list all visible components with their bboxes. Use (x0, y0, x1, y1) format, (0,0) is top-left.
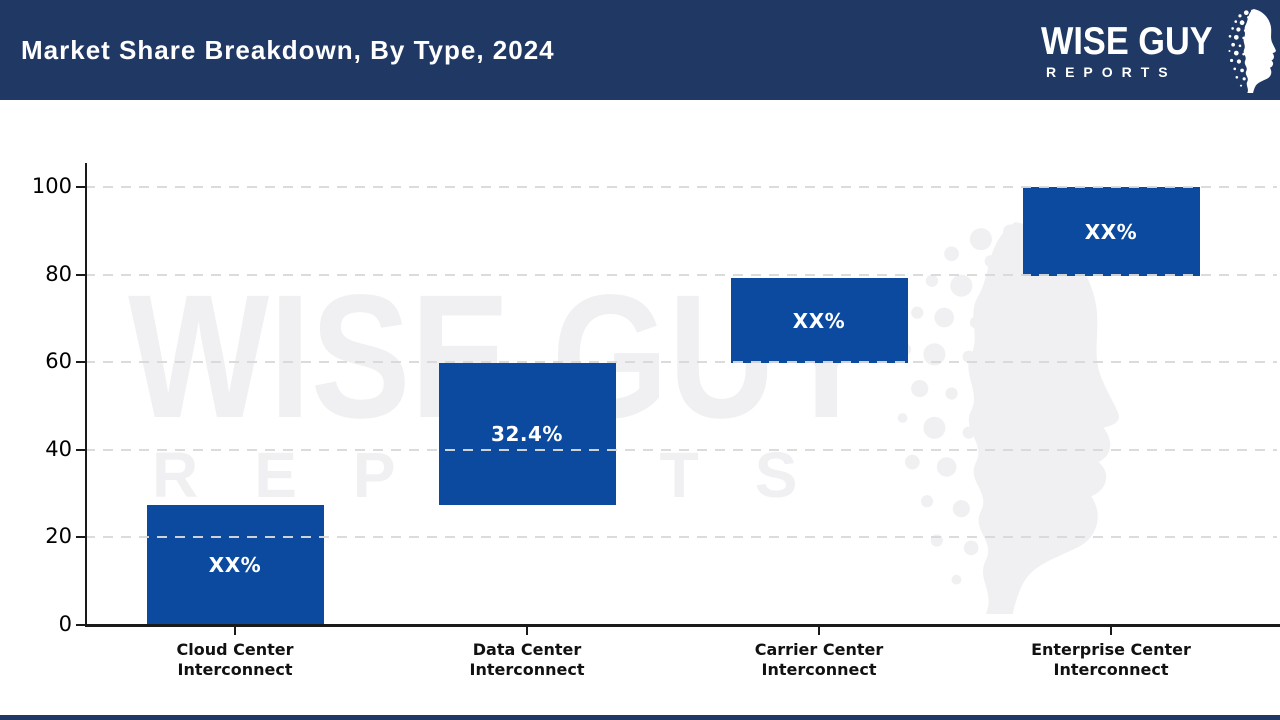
gridline (85, 448, 1277, 451)
bar-value-label: 32.4% (491, 422, 563, 447)
bar-segment: XX% (730, 278, 908, 364)
x-category-label-line: Carrier Center (754, 640, 884, 659)
bar-value-label: XX% (1084, 219, 1138, 244)
gridline (85, 536, 1277, 539)
y-axis-line (85, 163, 87, 625)
y-tick-label: 80 (45, 261, 72, 286)
y-tick-mark (76, 624, 85, 626)
y-tick-mark (76, 536, 85, 539)
x-category-label-line: Interconnect (761, 660, 877, 679)
gridline (85, 361, 1277, 364)
x-tick-mark (818, 627, 820, 635)
watermark-face-icon (897, 222, 1120, 614)
x-category-label: Data Center Interconnect (381, 640, 673, 680)
y-tick-label: 100 (31, 174, 72, 198)
x-category-label: Enterprise Center Interconnect (965, 640, 1257, 680)
x-category-label-line: Cloud Center (176, 640, 294, 659)
bar-segment: XX% (146, 504, 324, 625)
x-tick-mark (234, 627, 236, 635)
gridline (85, 186, 1277, 188)
x-category-label-line: Interconnect (177, 660, 293, 679)
x-axis-line (85, 624, 1280, 627)
logo-text: WISE GUY REPORTS (1040, 20, 1236, 81)
x-category-label-line: Interconnect (469, 660, 585, 679)
y-tick-label: 40 (45, 436, 72, 461)
y-tick-mark (76, 361, 85, 364)
x-category-label: Cloud Center Interconnect (89, 640, 381, 680)
bar-segment: XX% (1022, 187, 1200, 277)
y-tick-mark (76, 448, 85, 451)
wise-guy-reports-logo: WISE GUY REPORTS (1041, 5, 1280, 97)
page-title: Market Share Breakdown, By Type, 2024 (21, 34, 555, 65)
x-category-label-line: Data Center (472, 640, 582, 659)
x-tick-mark (526, 627, 528, 635)
header-bar: Market Share Breakdown, By Type, 2024 WI… (0, 0, 1280, 100)
bar-segment: 32.4% (438, 363, 616, 505)
y-tick-mark (76, 273, 85, 276)
x-tick-mark (1110, 627, 1112, 635)
x-category-label: Carrier Center Interconnect (673, 640, 965, 680)
footer-bar (0, 715, 1280, 720)
bar-value-label: XX% (792, 308, 846, 333)
x-category-label-line: Enterprise Center (1031, 640, 1191, 659)
logo-subtitle: REPORTS (1045, 64, 1177, 80)
gridline (85, 273, 1277, 276)
y-tick-mark (76, 186, 85, 188)
bar-value-label: XX% (208, 552, 262, 577)
logo-wordmark: WISE GUY (1040, 20, 1213, 63)
y-tick-label: 0 (58, 612, 72, 636)
x-category-label-line: Interconnect (1053, 660, 1169, 679)
y-tick-label: 20 (45, 524, 72, 549)
y-tick-label: 60 (45, 349, 72, 374)
